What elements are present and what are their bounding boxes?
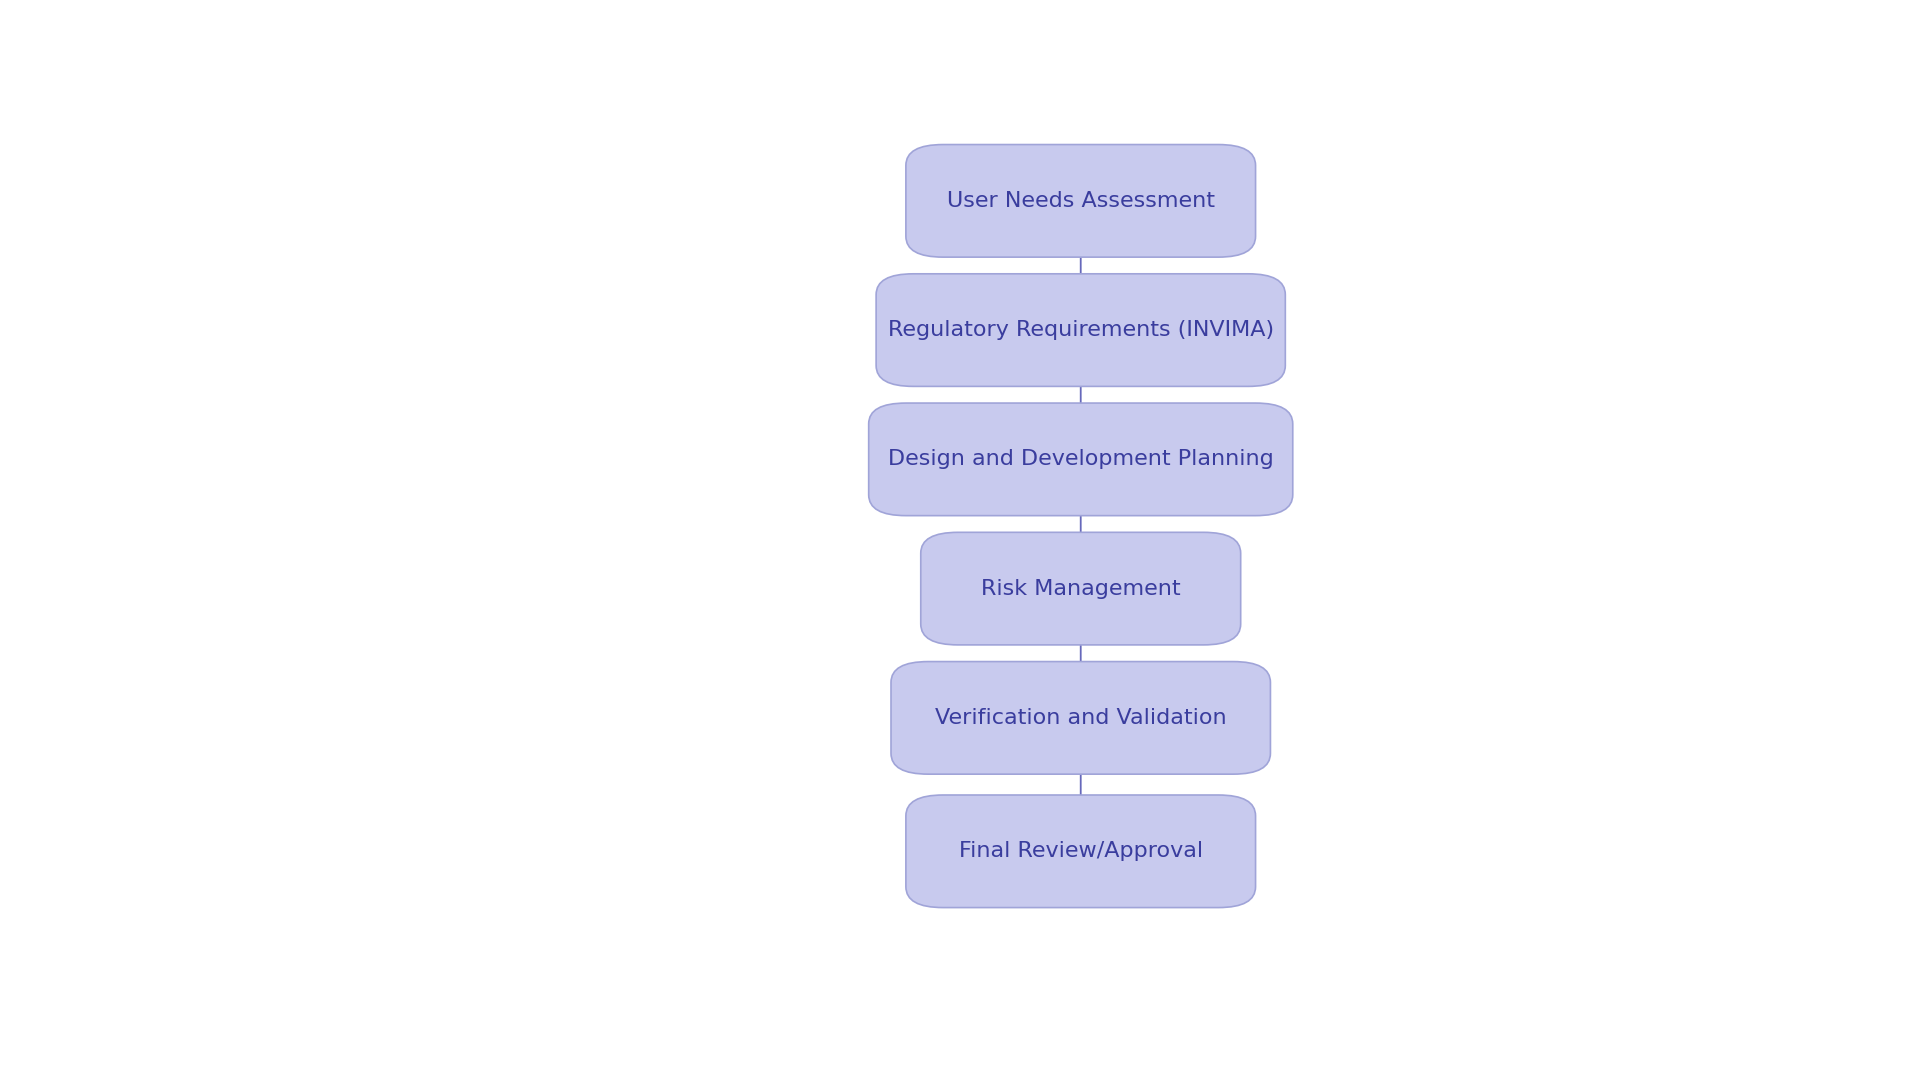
FancyBboxPatch shape [906, 795, 1256, 908]
Text: Final Review/Approval: Final Review/Approval [958, 841, 1202, 861]
Text: User Needs Assessment: User Needs Assessment [947, 191, 1215, 211]
Text: Regulatory Requirements (INVIMA): Regulatory Requirements (INVIMA) [887, 321, 1273, 340]
FancyBboxPatch shape [868, 403, 1292, 516]
FancyBboxPatch shape [891, 662, 1271, 774]
FancyBboxPatch shape [922, 533, 1240, 644]
Text: Risk Management: Risk Management [981, 578, 1181, 599]
Text: Design and Development Planning: Design and Development Planning [887, 449, 1273, 469]
Text: Verification and Validation: Verification and Validation [935, 708, 1227, 728]
FancyBboxPatch shape [906, 144, 1256, 257]
FancyBboxPatch shape [876, 274, 1284, 387]
